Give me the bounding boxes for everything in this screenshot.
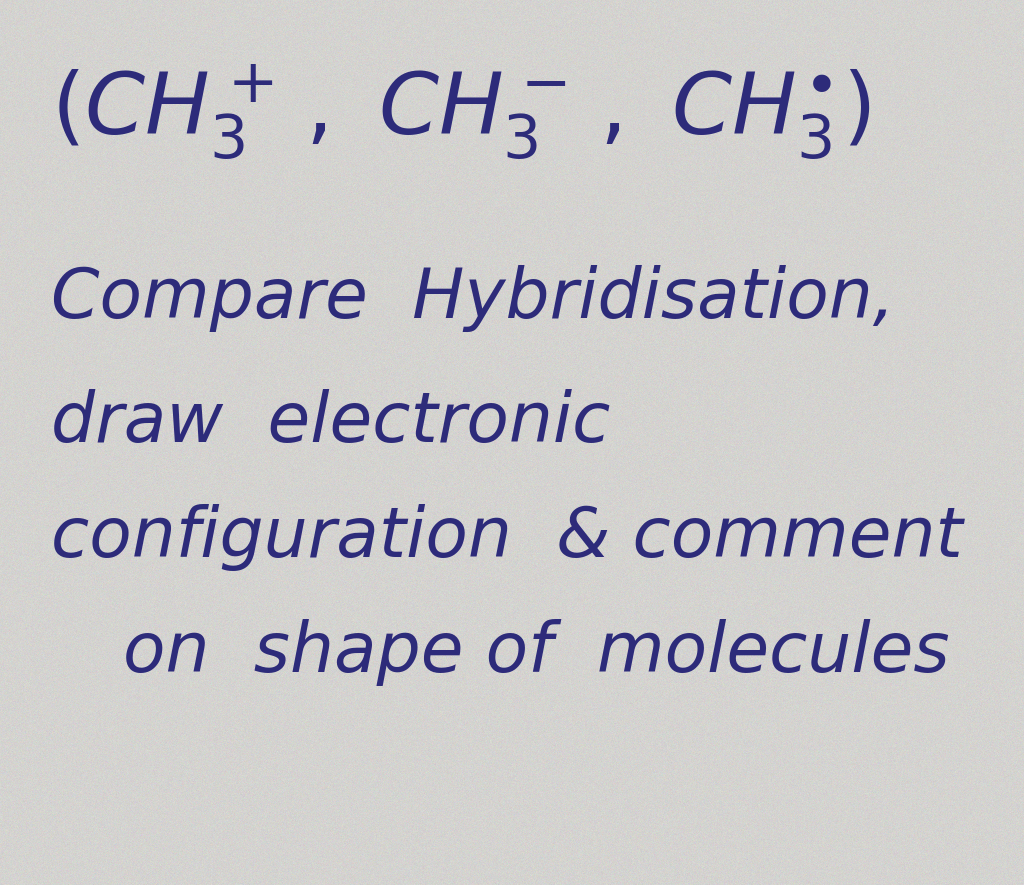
Text: Compare  Hybridisation,: Compare Hybridisation, [51, 266, 895, 333]
Text: on  shape of  molecules: on shape of molecules [123, 620, 949, 687]
Text: draw  electronic: draw electronic [51, 389, 610, 457]
Text: configuration  & comment: configuration & comment [51, 504, 963, 572]
Text: $(CH_3^+\,,\ CH_3^-\,,\ CH_3^{\bullet})$: $(CH_3^+\,,\ CH_3^-\,,\ CH_3^{\bullet})$ [51, 62, 870, 162]
